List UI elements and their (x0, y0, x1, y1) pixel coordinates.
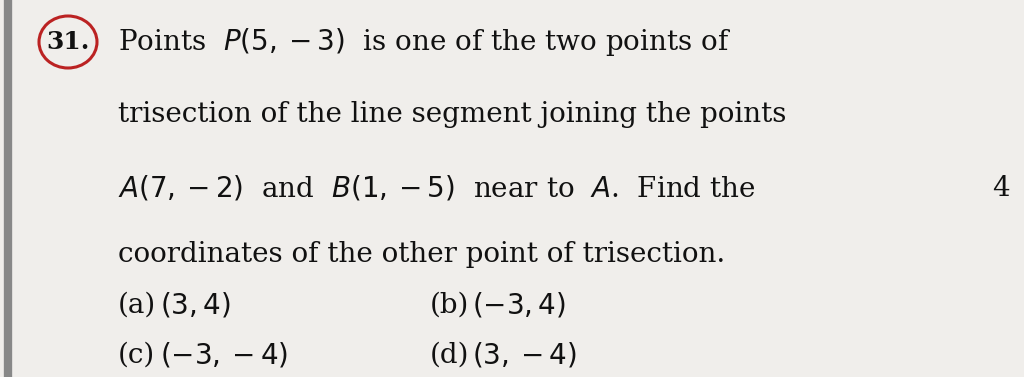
Text: (b): (b) (430, 291, 469, 319)
Text: Points  $P(5,-3)$  is one of the two points of: Points $P(5,-3)$ is one of the two point… (118, 26, 731, 58)
Text: $(-3, 4)$: $(-3, 4)$ (472, 291, 566, 319)
Text: trisection of the line segment joining the points: trisection of the line segment joining t… (118, 101, 786, 129)
Text: $A(7,-2)$  and  $B(1,-5)$  near to  $A$.  Find the: $A(7,-2)$ and $B(1,-5)$ near to $A$. Fin… (118, 173, 756, 202)
Text: $(3, -4)$: $(3, -4)$ (472, 340, 577, 369)
Text: coordinates of the other point of trisection.: coordinates of the other point of trisec… (118, 242, 725, 268)
Text: $(-3, -4)$: $(-3, -4)$ (160, 340, 288, 369)
Text: 31.: 31. (46, 30, 90, 54)
Text: (c): (c) (118, 342, 156, 368)
Text: 4: 4 (992, 175, 1010, 201)
Text: (d): (d) (430, 342, 469, 368)
Text: (a): (a) (118, 291, 157, 319)
Text: $(3, 4)$: $(3, 4)$ (160, 291, 230, 319)
